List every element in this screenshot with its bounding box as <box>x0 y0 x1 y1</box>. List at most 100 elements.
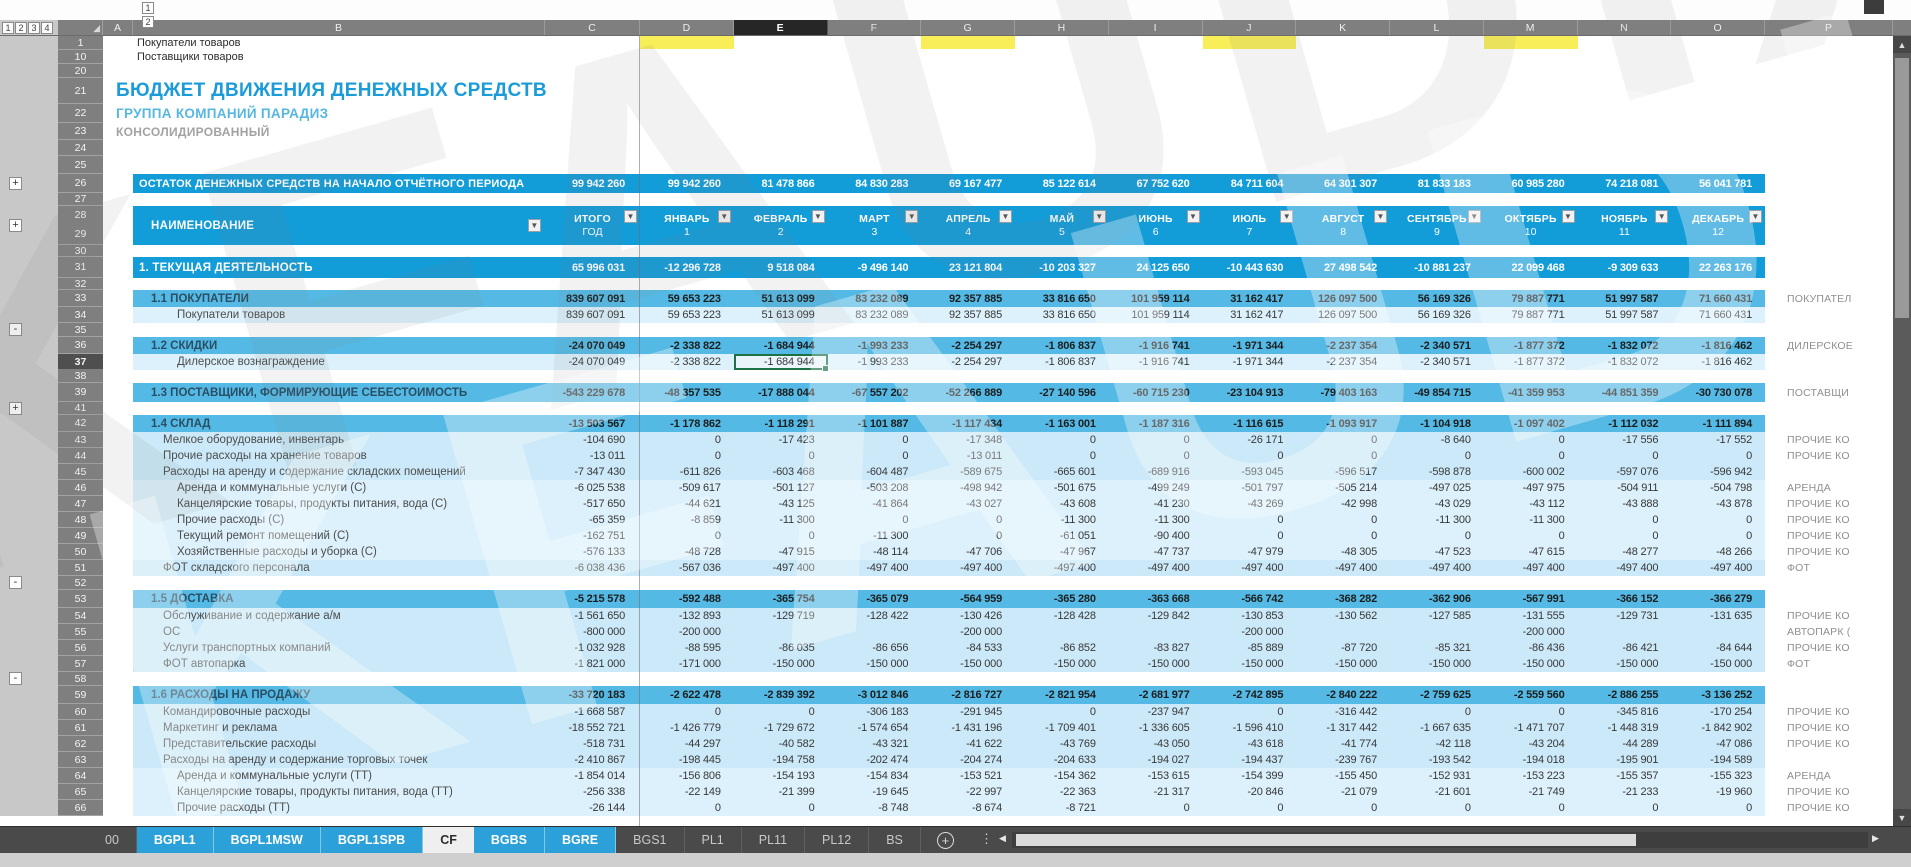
cell-D34[interactable]: 59 653 223 <box>667 309 721 321</box>
cell-G51[interactable]: -497 400 <box>960 562 1002 574</box>
cell-N45[interactable]: -597 076 <box>1616 466 1659 478</box>
month-header-11[interactable]: НОЯБРЬ 11 ▼ <box>1578 206 1672 245</box>
cell-L39[interactable]: -49 854 715 <box>1414 386 1471 399</box>
cell-F34[interactable]: 83 232 089 <box>855 309 909 321</box>
cell-J43[interactable]: -26 171 <box>1247 434 1284 446</box>
column-header-P[interactable]: P <box>1765 20 1893 35</box>
cell-O47[interactable]: -43 878 <box>1716 498 1752 510</box>
cell-I49[interactable]: -90 400 <box>1153 530 1190 542</box>
cell-H56[interactable]: -86 852 <box>1059 642 1096 654</box>
cell-C50[interactable]: -576 133 <box>583 546 625 558</box>
filter-icon[interactable]: ▼ <box>999 210 1012 223</box>
sheet-tab-BS[interactable]: BS <box>869 827 921 853</box>
row-header-24[interactable]: 24 <box>58 140 103 156</box>
cell-K45[interactable]: -596 517 <box>1335 466 1377 478</box>
cell-H43[interactable]: 0 <box>1089 434 1096 446</box>
cell-K59[interactable]: -2 840 222 <box>1326 689 1377 701</box>
cell-N39[interactable]: -44 851 359 <box>1601 386 1659 399</box>
cell-K33[interactable]: 126 097 500 <box>1318 292 1377 305</box>
row-outline-level-2[interactable]: 2 <box>15 21 27 34</box>
row-header-36[interactable]: 36 <box>58 337 103 354</box>
cell-M44[interactable]: 0 <box>1558 450 1565 462</box>
cell-J57[interactable]: -150 000 <box>1241 658 1284 670</box>
row-header-46[interactable]: 46 <box>58 480 103 496</box>
cell-O57[interactable]: -150 000 <box>1710 658 1752 670</box>
cell-H65[interactable]: -22 363 <box>1059 786 1096 798</box>
cell-I37[interactable]: -1 916 741 <box>1138 356 1190 368</box>
cell-C62[interactable]: -518 731 <box>583 738 625 750</box>
cell-L49[interactable]: 0 <box>1464 530 1471 542</box>
cell-E37[interactable]: -1 684 944 <box>733 354 829 372</box>
cell-G31[interactable]: 23 121 804 <box>948 261 1002 274</box>
cell-L47[interactable]: -43 029 <box>1434 498 1471 510</box>
cell-H26[interactable]: 85 122 614 <box>1042 177 1096 190</box>
cell-H66[interactable]: -8 721 <box>1065 802 1096 814</box>
cell-I48[interactable]: -11 300 <box>1154 514 1190 526</box>
cell-J48[interactable]: 0 <box>1277 514 1284 526</box>
cell-H33[interactable]: 33 816 650 <box>1042 292 1096 305</box>
cell-K47[interactable]: -42 998 <box>1341 498 1377 510</box>
cell-E59[interactable]: -2 839 392 <box>763 689 815 701</box>
column-header-C[interactable]: C <box>545 20 640 35</box>
cell-G61[interactable]: -1 431 196 <box>951 722 1002 734</box>
cell-G64[interactable]: -153 521 <box>960 770 1002 782</box>
tab-menu-icon[interactable]: ⋮ <box>980 831 993 846</box>
cell-P43[interactable]: ПРОЧИЕ КО <box>1787 434 1850 446</box>
cell-E42[interactable]: -1 118 291 <box>764 417 815 430</box>
row-header-31[interactable]: 31 <box>58 257 103 278</box>
cell-P62[interactable]: ПРОЧИЕ КО <box>1787 738 1850 750</box>
cell-C57[interactable]: -1 821 000 <box>574 658 625 670</box>
cell-N64[interactable]: -155 357 <box>1616 770 1659 782</box>
row-header-62[interactable]: 62 <box>58 736 103 752</box>
cell-D60[interactable]: 0 <box>714 706 721 718</box>
cell-E54[interactable]: -129 719 <box>772 610 815 622</box>
cell-H46[interactable]: -501 675 <box>1053 482 1096 494</box>
cell-D54[interactable]: -132 893 <box>678 610 721 622</box>
cell-D31[interactable]: -12 296 728 <box>664 261 721 274</box>
cell-G57[interactable]: -150 000 <box>960 658 1002 670</box>
filter-icon[interactable]: ▼ <box>1749 210 1762 223</box>
cell-F57[interactable]: -150 000 <box>866 658 909 670</box>
cell-F33[interactable]: 83 232 089 <box>855 292 909 305</box>
cell-P66[interactable]: ПРОЧИЕ КО <box>1787 802 1850 814</box>
cell-I33[interactable]: 101 959 114 <box>1131 292 1190 305</box>
row-header-45[interactable]: 45 <box>58 464 103 480</box>
cell-H60[interactable]: 0 <box>1089 706 1096 718</box>
cell-H39[interactable]: -27 140 596 <box>1039 386 1096 399</box>
row-header-27[interactable]: 27 <box>58 193 103 206</box>
cell-B66[interactable]: Прочие расходы (ТТ) <box>177 802 290 814</box>
cell-F49[interactable]: -11 300 <box>873 530 909 542</box>
hscroll-right-icon[interactable]: ▶ <box>1872 833 1879 843</box>
cell-B47[interactable]: Канцелярские товары, продукты питания, в… <box>177 498 448 510</box>
cell-N31[interactable]: -9 309 633 <box>1607 261 1659 274</box>
cell-L64[interactable]: -152 931 <box>1428 770 1471 782</box>
cell-G62[interactable]: -41 622 <box>966 738 1002 750</box>
cell-B39[interactable]: 1.3 ПОСТАВЩИКИ, ФОРМИРУЮЩИЕ СЕБЕСТОИМОСТ… <box>151 386 468 399</box>
cell-O66[interactable]: 0 <box>1746 802 1752 814</box>
row-header-58[interactable]: 58 <box>58 672 103 686</box>
cell-K65[interactable]: -21 079 <box>1341 786 1377 798</box>
cell-B57[interactable]: ФОТ автопарка <box>163 658 246 670</box>
cell-E56[interactable]: -86 035 <box>778 642 815 654</box>
cell-M64[interactable]: -153 223 <box>1522 770 1565 782</box>
cell-F43[interactable]: 0 <box>902 434 909 446</box>
cell-D65[interactable]: -22 149 <box>684 786 721 798</box>
cell-L46[interactable]: -497 025 <box>1428 482 1471 494</box>
cell-J59[interactable]: -2 742 895 <box>1232 689 1284 701</box>
cell-C31[interactable]: 65 996 031 <box>571 261 625 274</box>
cell-C44[interactable]: -13 011 <box>589 450 625 462</box>
month-header-1[interactable]: ЯНВАРЬ 1 ▼ <box>640 206 734 245</box>
cell-L50[interactable]: -47 523 <box>1434 546 1471 558</box>
cell-J36[interactable]: -1 971 344 <box>1232 339 1284 352</box>
cell-L26[interactable]: 81 833 183 <box>1417 177 1471 190</box>
cell-E53[interactable]: -365 754 <box>772 593 815 605</box>
row-header-64[interactable]: 64 <box>58 768 103 784</box>
row-header-43[interactable]: 43 <box>58 432 103 448</box>
sheet-tab-BGPL1[interactable]: BGPL1 <box>136 827 214 853</box>
cell-H50[interactable]: -47 967 <box>1059 546 1096 558</box>
cell-K44[interactable]: 0 <box>1371 450 1377 462</box>
row-header-21[interactable]: 21 <box>58 78 103 104</box>
cell-I61[interactable]: -1 336 605 <box>1138 722 1190 734</box>
cell-F62[interactable]: -43 321 <box>872 738 909 750</box>
cell-G36[interactable]: -2 254 297 <box>951 339 1002 352</box>
